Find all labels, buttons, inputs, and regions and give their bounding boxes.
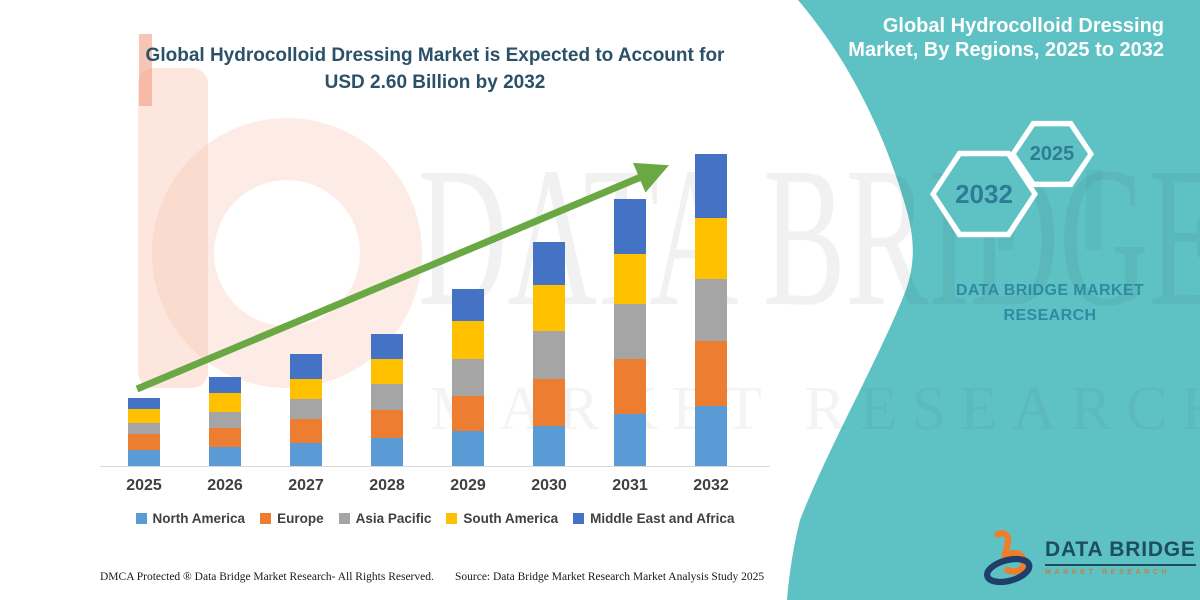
source-text: Source: Data Bridge Market Research Mark… [455,571,765,583]
segment-europe-2027 [290,419,322,443]
side-panel-shape [787,0,1200,600]
hexagon-2025-label: 2025 [1029,142,1075,165]
segment-north-america-2028 [371,438,403,466]
bar-2028 [371,334,403,466]
x-tick-2027: 2027 [288,477,324,494]
segment-south-america-2031 [614,254,646,304]
panel-deco-strip [1086,170,1102,250]
segment-south-america-2029 [452,321,484,359]
legend-item-europe: Europe [260,511,324,526]
legend: North America Europe Asia Pacific South Ame… [90,511,780,526]
segment-asia-pacific-2026 [209,412,241,428]
legend-label: Europe [277,511,324,526]
legend-label: Middle East and Africa [590,511,735,526]
legend-swatch [135,513,147,524]
legend-label: North America [152,511,246,526]
databridge-logo: DATA BRIDGE MARKET RESEARCH [983,527,1196,587]
legend-item-north-america: North America [135,511,246,526]
x-tick-2025: 2025 [126,477,162,494]
segment-asia-pacific-2030 [533,331,565,379]
legend-item-middle-east-and-africa: Middle East and Africa [573,511,734,526]
x-tick-2030: 2030 [531,477,567,494]
segment-north-america-2030 [533,426,565,466]
segment-asia-pacific-2025 [128,423,160,434]
legend-swatch [446,513,458,524]
x-tick-2026: 2026 [207,477,243,494]
logo-subtitle: MARKET RESEARCH [1045,568,1171,576]
chart-title-line1: Global Hydrocolloid Dressing Market is E… [145,45,725,66]
dmca-text: DMCA Protected ® Data Bridge Market Rese… [100,571,434,583]
x-tick-2029: 2029 [450,477,486,494]
side-panel-brand: DATA BRIDGE MARKET RESEARCH [920,278,1180,328]
segment-middle-east-and-africa-2031 [614,199,646,254]
segment-middle-east-and-africa-2025 [128,398,160,409]
bar-2026 [209,377,241,466]
bar-2025 [128,398,160,466]
segment-europe-2025 [128,434,160,450]
segment-europe-2030 [533,379,565,426]
legend-item-south-america: South America [446,511,558,526]
side-panel-brand-line2: RESEARCH [1003,307,1097,324]
segment-asia-pacific-2032 [695,279,727,341]
segment-middle-east-and-africa-2032 [695,154,727,218]
segment-asia-pacific-2028 [371,384,403,410]
segment-asia-pacific-2029 [452,359,484,396]
legend-label: Asia Pacific [355,511,432,526]
side-panel-heading: Global Hydrocolloid Dressing Market, By … [834,14,1164,62]
segment-middle-east-and-africa-2029 [452,289,484,321]
x-tick-2031: 2031 [612,477,648,494]
segment-south-america-2030 [533,285,565,331]
segment-asia-pacific-2031 [614,304,646,359]
chart-title: Global Hydrocolloid Dressing Market is E… [100,42,770,96]
segment-europe-2028 [371,410,403,438]
x-tick-2028: 2028 [369,477,405,494]
segment-south-america-2027 [290,379,322,399]
segment-south-america-2026 [209,393,241,412]
databridge-logo-text: DATA BRIDGE MARKET RESEARCH [1045,538,1196,576]
segment-middle-east-and-africa-2028 [371,334,403,359]
segment-middle-east-and-africa-2026 [209,377,241,393]
segment-north-america-2032 [695,406,727,466]
segment-south-america-2025 [128,409,160,423]
segment-north-america-2025 [128,450,160,466]
bar-2032 [695,154,727,466]
segment-middle-east-and-africa-2027 [290,354,322,379]
segment-north-america-2031 [614,414,646,466]
x-axis-line [100,466,770,467]
side-panel-heading-line1: Global Hydrocolloid Dressing [882,15,1164,37]
segment-north-america-2029 [452,431,484,466]
legend-swatch [338,513,350,524]
segment-europe-2029 [452,396,484,431]
segment-south-america-2028 [371,359,403,384]
legend-item-asia-pacific: Asia Pacific [338,511,432,526]
x-axis-labels: 2025 2026 2027 2028 2029 2030 2031 2032 [100,477,770,499]
segment-south-america-2032 [695,218,727,279]
segment-europe-2032 [695,341,727,406]
bar-2030 [533,242,565,466]
side-panel-brand-line1: DATA BRIDGE MARKET [955,282,1145,299]
segment-asia-pacific-2027 [290,399,322,419]
side-panel-heading-line2: Market, By Regions, 2025 to 2032 [848,39,1164,61]
hexagon-2032-label: 2032 [955,178,1013,209]
legend-swatch [573,513,585,524]
x-tick-2032: 2032 [693,477,729,494]
segment-north-america-2026 [209,447,241,466]
bar-2029 [452,289,484,466]
databridge-logo-icon [984,530,1033,586]
segment-middle-east-and-africa-2030 [533,242,565,285]
plot-area [100,100,770,466]
chart-title-line2: USD 2.60 Billion by 2032 [324,72,546,93]
bar-2031 [614,199,646,466]
bar-2027 [290,354,322,466]
legend-label: South America [463,511,559,526]
b-watermark-strip [139,34,152,106]
logo-name: DATA BRIDGE [1045,538,1196,562]
segment-europe-2026 [209,428,241,447]
legend-swatch [260,513,272,524]
segment-north-america-2027 [290,443,322,466]
logo-rule [1045,564,1196,566]
segment-europe-2031 [614,359,646,414]
